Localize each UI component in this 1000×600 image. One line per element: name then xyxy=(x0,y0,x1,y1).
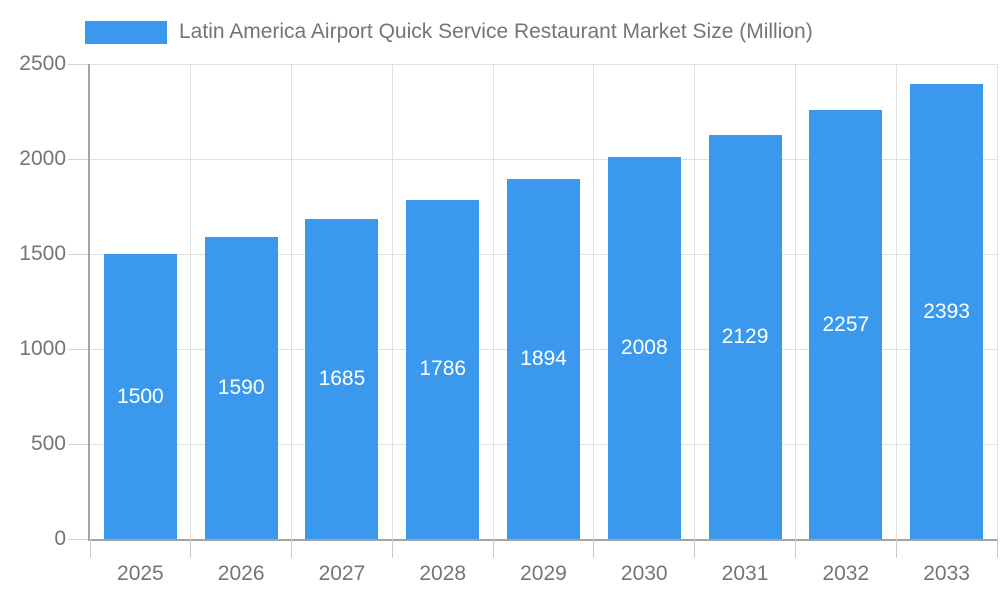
x-axis-label: 2032 xyxy=(822,562,870,585)
x-axis-tick xyxy=(391,539,393,558)
gridline-vertical xyxy=(391,64,393,539)
bar-value-label: 1590 xyxy=(217,375,265,399)
x-axis-label: 2026 xyxy=(217,562,265,585)
y-axis-tick xyxy=(68,63,88,65)
gridline-vertical xyxy=(492,64,494,539)
legend-swatch xyxy=(85,20,167,44)
x-axis-tick xyxy=(89,539,91,558)
y-axis-label: 2000 xyxy=(19,147,66,170)
y-axis-tick xyxy=(68,158,88,160)
x-axis-label: 2027 xyxy=(318,562,366,585)
chart-legend: Latin America Airport Quick Service Rest… xyxy=(85,20,813,44)
y-axis-label: 500 xyxy=(30,432,66,455)
bar: 1500 xyxy=(103,254,177,539)
y-axis-tick xyxy=(68,253,88,255)
x-axis-label: 2030 xyxy=(620,562,668,585)
chart-title: Latin America Airport Quick Service Rest… xyxy=(179,20,813,43)
bar-value-label: 1894 xyxy=(520,347,567,371)
bar-value-label: 2129 xyxy=(721,324,769,348)
gridline-vertical xyxy=(190,64,192,539)
plot-area: 0 500 1000 1500 2000 2500 2025 1500 2026 1590 2027… xyxy=(19,52,998,585)
gridline-vertical xyxy=(291,64,293,539)
bar: 2129 xyxy=(708,134,782,539)
bar: 1894 xyxy=(507,179,580,539)
gridline-vertical xyxy=(593,64,595,539)
bar-value-label: 1685 xyxy=(318,366,366,390)
gridline-vertical xyxy=(996,64,998,539)
bar: 1685 xyxy=(305,218,379,539)
y-axis-label: 2500 xyxy=(19,52,66,75)
x-axis-tick xyxy=(694,539,696,558)
y-axis-label: 1000 xyxy=(19,337,66,360)
bar-value-label: 1786 xyxy=(419,357,467,381)
bar: 2393 xyxy=(910,84,984,539)
gridline-horizontal xyxy=(90,158,997,160)
x-axis-label: 2028 xyxy=(419,562,467,585)
y-axis-tick xyxy=(68,443,88,445)
x-axis-tick xyxy=(996,539,998,558)
x-axis-tick xyxy=(291,539,293,558)
y-axis-tick xyxy=(68,348,88,350)
x-axis-tick xyxy=(895,539,897,558)
gridline-horizontal xyxy=(90,63,997,65)
bar: 2008 xyxy=(607,157,681,539)
bar-value-label: 2008 xyxy=(620,336,668,360)
x-axis-label: 2029 xyxy=(520,562,567,585)
x-axis-tick xyxy=(190,539,192,558)
x-axis-tick xyxy=(492,539,494,558)
x-axis-tick xyxy=(794,539,796,558)
bar-value-label: 2257 xyxy=(822,312,870,336)
x-axis-label: 2033 xyxy=(923,562,970,585)
gridline-vertical xyxy=(794,64,796,539)
x-axis-label: 2025 xyxy=(117,562,164,585)
bar-value-label: 2393 xyxy=(923,299,970,323)
x-axis-label: 2031 xyxy=(721,562,769,585)
gridline-vertical xyxy=(895,64,897,539)
bar: 1590 xyxy=(204,236,278,539)
x-axis-tick xyxy=(593,539,595,558)
y-axis-label: 0 xyxy=(54,527,66,550)
y-axis-tick xyxy=(68,538,88,540)
bar-value-label: 1500 xyxy=(117,384,164,408)
bar: 1786 xyxy=(406,199,480,539)
y-axis-label: 1500 xyxy=(19,242,66,265)
bar: 2257 xyxy=(809,110,883,539)
gridline-vertical xyxy=(694,64,696,539)
